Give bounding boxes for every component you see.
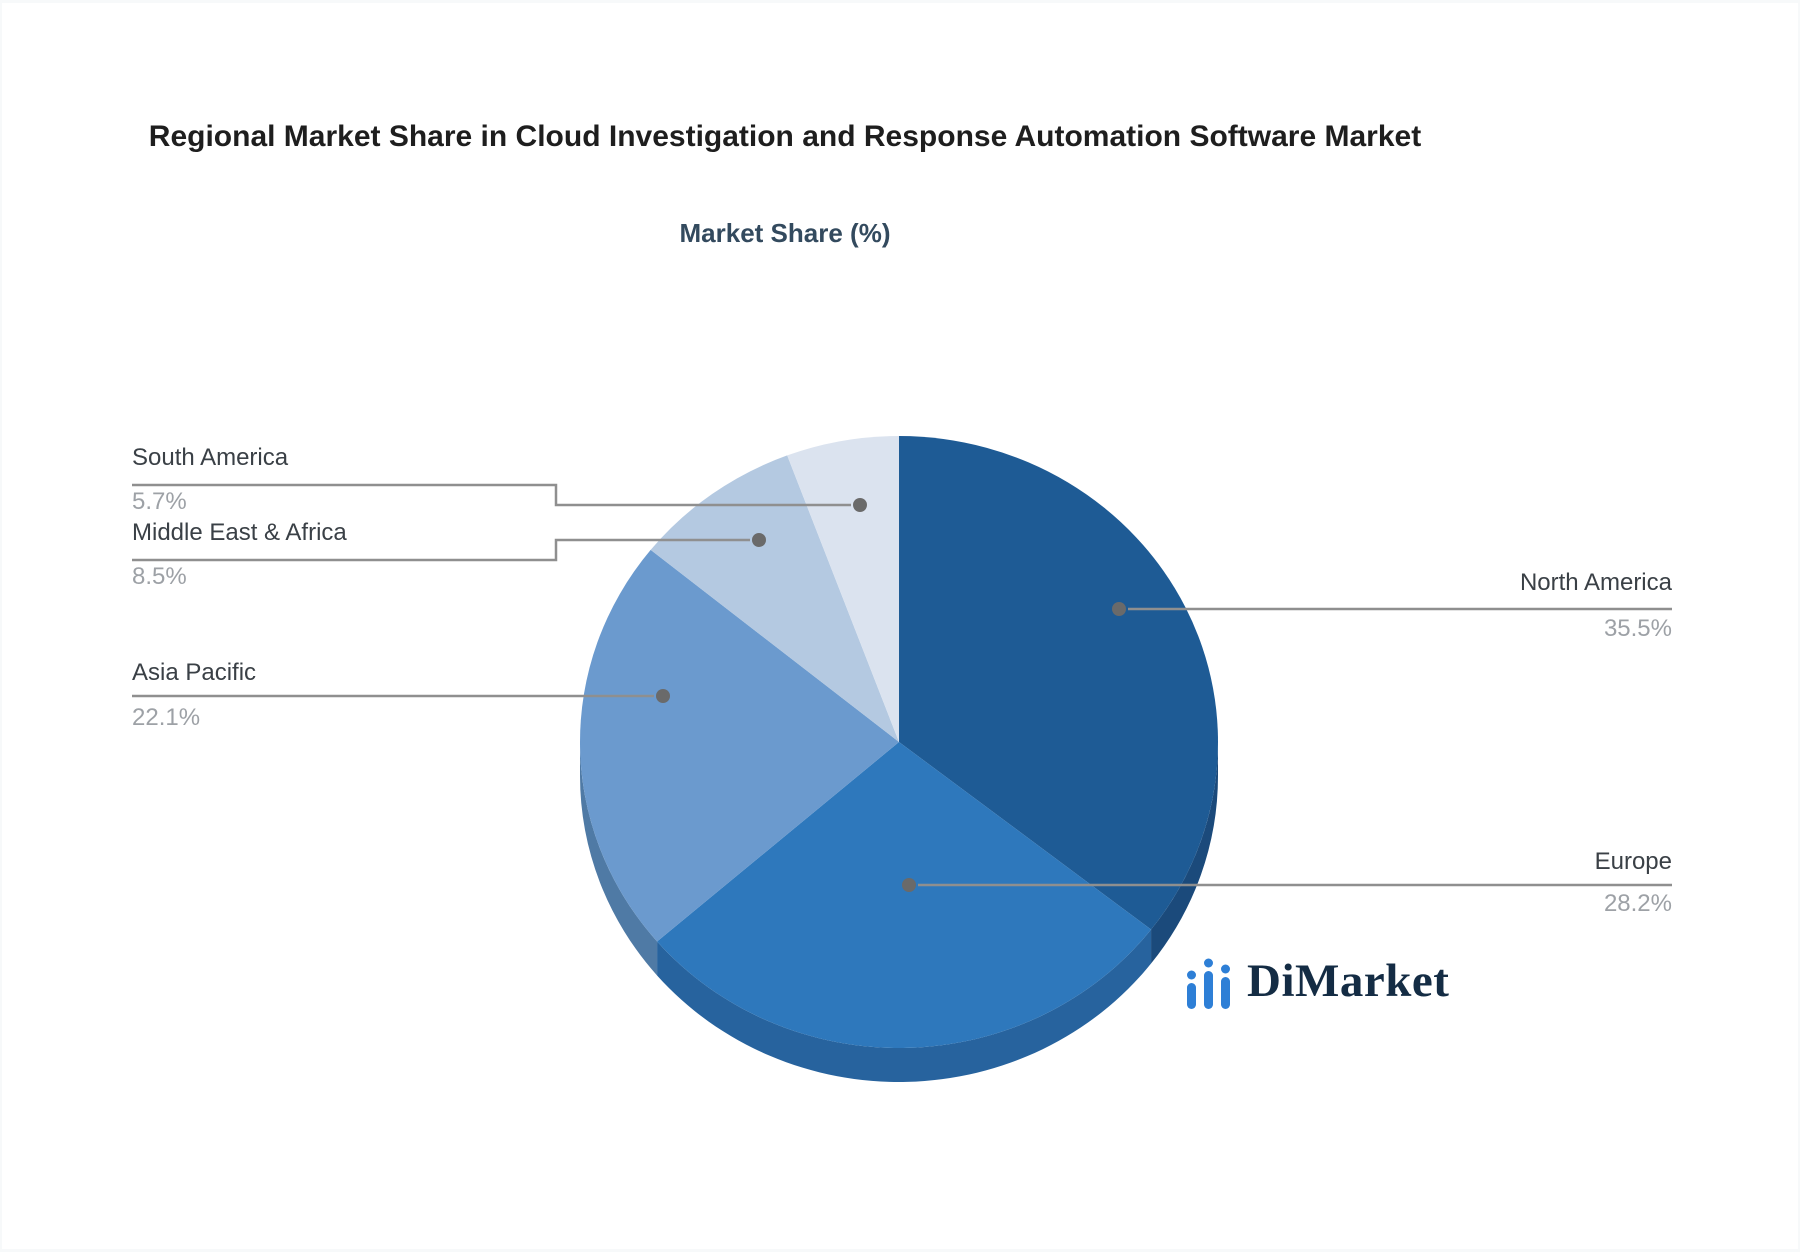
pie-slice-side-europe [657, 929, 1152, 1083]
leader-dot-north-america [1112, 602, 1126, 616]
value-asia-pacific: 22.1% [132, 704, 201, 731]
pie-slice-side-asia-pacific [580, 742, 658, 976]
label-europe: Europe [1594, 848, 1672, 875]
dimarket-logo: DiMarket [1185, 951, 1449, 1011]
bar-chart-icon [1187, 958, 1230, 1009]
pie-slice-asia-pacific[interactable] [580, 549, 899, 942]
logo-bar [1204, 971, 1213, 1009]
leader-dot-middle-east-africa [752, 533, 766, 547]
value-middle-east-africa: 8.5% [132, 563, 187, 590]
label-asia-pacific: Asia Pacific [132, 659, 257, 686]
leader-dot-europe [902, 878, 916, 892]
label-north-america: North America [1519, 569, 1672, 596]
pie-slice-europe[interactable] [657, 742, 1152, 1049]
logo-text: DiMarket [1247, 955, 1450, 1007]
leader-dot-south-america [853, 498, 867, 512]
logo-dot [1204, 958, 1213, 968]
chart-title: Regional Market Share in Cloud Investiga… [148, 120, 1422, 153]
pie-slice-side-north-america [1151, 742, 1218, 964]
value-north-america: 35.5% [1603, 615, 1672, 642]
logo-dot [1221, 964, 1230, 974]
leader-line-middle-east-africa [132, 538, 750, 562]
logo-dot [1187, 970, 1196, 980]
chart-subtitle: Market Share (%) [679, 218, 891, 248]
pie-slice-north-america[interactable] [899, 436, 1219, 930]
leader-dot-asia-pacific [656, 689, 670, 703]
label-south-america: South America [132, 444, 289, 471]
pie-slice-middle-east-africa[interactable] [650, 455, 899, 742]
logo-bar [1187, 983, 1196, 1009]
logo-bar [1221, 977, 1230, 1009]
leader-line-south-america [132, 483, 851, 507]
label-middle-east-africa: Middle East & Africa [132, 519, 347, 546]
value-south-america: 5.7% [132, 488, 187, 515]
pie-chart-canvas [132, 436, 1672, 1083]
value-europe: 28.2% [1603, 890, 1672, 917]
pie-slice-south-america[interactable] [787, 436, 899, 742]
